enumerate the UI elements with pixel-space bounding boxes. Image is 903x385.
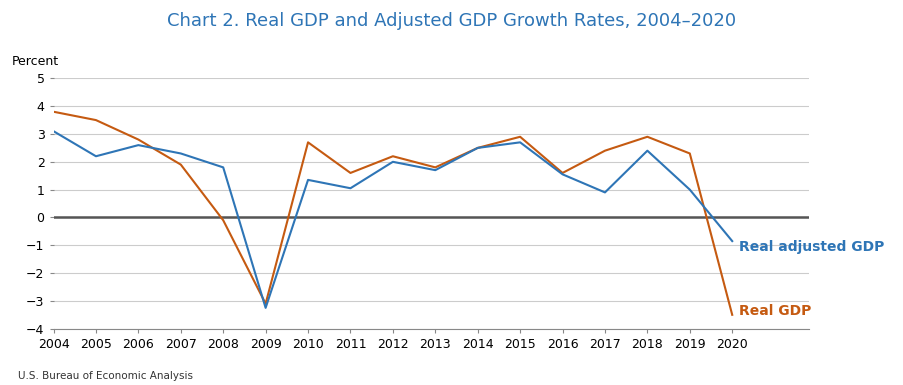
Text: Percent: Percent [12, 55, 59, 69]
Text: Real GDP: Real GDP [738, 304, 810, 318]
Text: Chart 2. Real GDP and Adjusted GDP Growth Rates, 2004–2020: Chart 2. Real GDP and Adjusted GDP Growt… [167, 12, 736, 30]
Text: U.S. Bureau of Economic Analysis: U.S. Bureau of Economic Analysis [18, 371, 193, 381]
Text: Real adjusted GDP: Real adjusted GDP [738, 239, 883, 254]
